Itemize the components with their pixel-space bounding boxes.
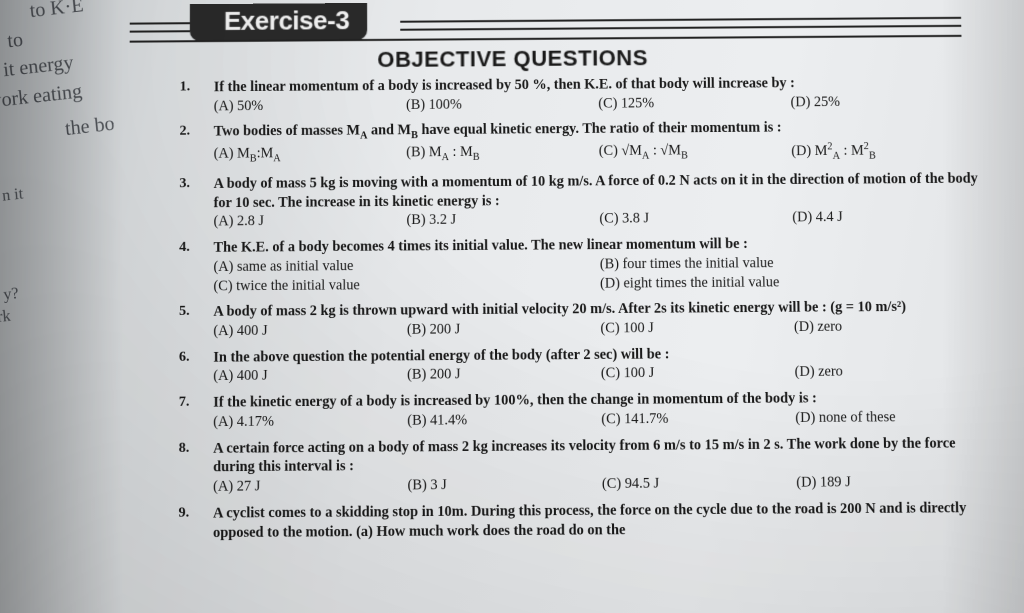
exercise-tab: Exercise-3 (190, 3, 368, 41)
option-c: (C) twice the initial value (213, 274, 600, 296)
option-c: (C) 141.7% (601, 409, 795, 430)
option-c: (C) 125% (598, 93, 790, 113)
option-b: (B) 41.4% (407, 410, 601, 431)
option-b: (B) 200 J (407, 364, 601, 385)
section-title: OBJECTIVE QUESTIONS (0, 42, 1024, 75)
question-number: 2. (180, 123, 214, 142)
rule (130, 22, 190, 32)
margin-note: y? (3, 285, 20, 305)
margin-note: to K·E (29, 0, 85, 23)
question: 9. A cyclist comes to a skidding stop in… (178, 498, 991, 542)
option-a: (A) 27 J (213, 476, 407, 497)
question-number: 8. (179, 439, 214, 458)
option-c: (C) √MA : √MB (599, 140, 792, 165)
rule (400, 17, 961, 31)
margin-note: the bo (64, 113, 116, 142)
question-text: A certain force acting on a body of mass… (213, 434, 990, 478)
questions: 1. If the linear momentum of a body is i… (178, 73, 992, 550)
option-d: (D) zero (795, 362, 989, 383)
question-number: 5. (179, 303, 213, 322)
option-d: (D) M2A : M2B (791, 139, 984, 164)
option-b: (B) 3 J (407, 475, 602, 496)
option-a: (A) 400 J (213, 321, 407, 341)
option-d: (D) 189 J (796, 472, 991, 493)
question-text: A cyclist comes to a skidding stop in 10… (213, 498, 992, 542)
question: 5. A body of mass 2 kg is thrown upward … (179, 297, 988, 341)
question: 8. A certain force acting on a body of m… (179, 434, 991, 497)
question: 6. In the above question the potential e… (179, 343, 989, 387)
question: 7. If the kinetic energy of a body is in… (179, 388, 990, 432)
option-c: (C) 3.8 J (599, 208, 792, 228)
question-number: 6. (179, 348, 213, 367)
option-b: (B) 200 J (407, 319, 601, 339)
question-number: 7. (179, 394, 213, 413)
margin-note: rk (0, 307, 12, 327)
question-text: A body of mass 5 kg is moving with a mom… (214, 169, 985, 212)
option-d: (D) 25% (790, 92, 983, 112)
option-b: (B) 3.2 J (406, 210, 599, 230)
option-a: (A) MB:MA (214, 143, 407, 168)
option-c: (C) 100 J (600, 318, 794, 338)
options: (A) 4.17% (B) 41.4% (C) 141.7% (D) none … (213, 407, 989, 432)
options: (A) MB:MA (B) MA : MB (C) √MA : √MB (D) … (214, 139, 984, 168)
options: (A) 27 J (B) 3 J (C) 94.5 J (D) 189 J (213, 472, 991, 497)
question-number: 1. (180, 78, 214, 97)
question: 2. Two bodies of masses MA and MB have e… (179, 118, 984, 168)
option-d: (D) eight times the initial value (600, 271, 987, 293)
question: 1. If the linear momentum of a body is i… (180, 73, 983, 116)
option-a: (A) 400 J (213, 366, 407, 387)
option-a: (A) 50% (214, 96, 406, 116)
option-d: (D) none of these (795, 407, 989, 428)
margin-note: work eating (0, 80, 83, 114)
question: 4. The K.E. of a body becomes 4 times it… (179, 233, 987, 296)
options: (A) 400 J (B) 200 J (C) 100 J (D) zero (213, 316, 987, 341)
option-b: (B) 100% (406, 94, 598, 114)
question-number: 4. (179, 239, 213, 258)
option-c: (C) 94.5 J (602, 473, 797, 494)
option-c: (C) 100 J (601, 363, 795, 384)
option-a: (A) 2.8 J (214, 211, 407, 231)
options: (A) same as initial value (B) four times… (213, 252, 986, 295)
option-b: (B) MA : MB (406, 142, 599, 167)
question: 3. A body of mass 5 kg is moving with a … (179, 169, 985, 231)
question-number: 9. (178, 504, 213, 523)
options: (A) 400 J (B) 200 J (C) 100 J (D) zero (213, 362, 988, 387)
option-d: (D) zero (794, 316, 988, 336)
margin-note: n it (1, 185, 24, 205)
option-d: (D) 4.4 J (792, 207, 985, 227)
options: (A) 2.8 J (B) 3.2 J (C) 3.8 J (D) 4.4 J (214, 207, 986, 231)
option-a: (A) 4.17% (213, 411, 407, 432)
question-number: 3. (179, 175, 213, 194)
options: (A) 50% (B) 100% (C) 125% (D) 25% (214, 92, 983, 116)
